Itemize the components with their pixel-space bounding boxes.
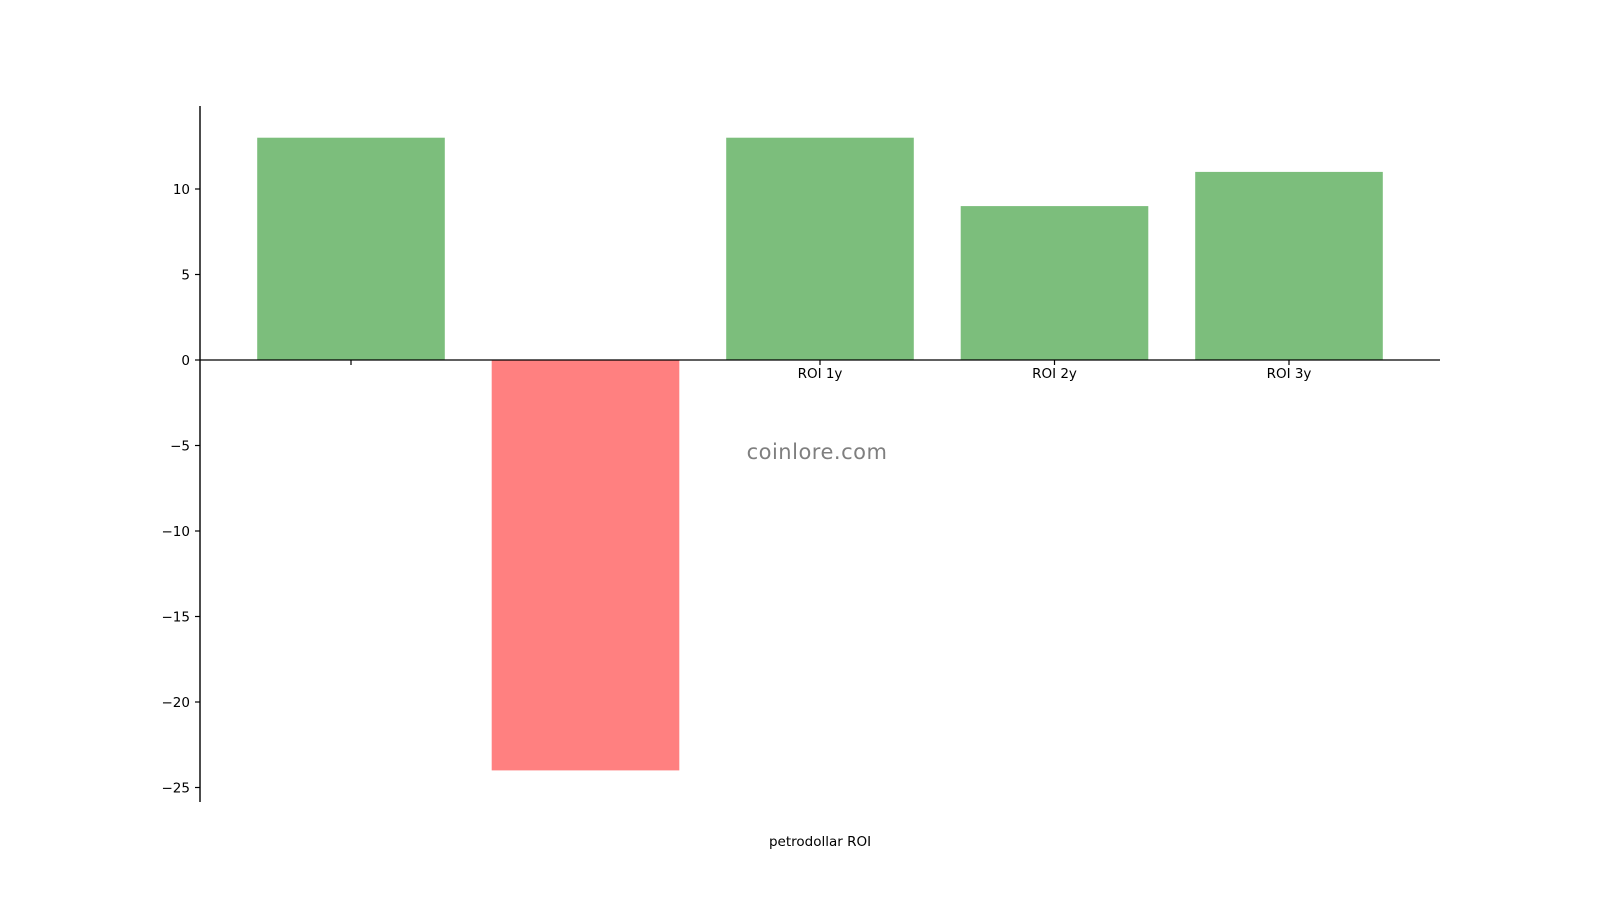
y-tick-label: −25 (162, 780, 191, 796)
bar-roi-3y (1195, 171, 1383, 360)
watermark-text: coinlore.com (746, 440, 888, 464)
y-tick-label: 10 (173, 182, 190, 198)
y-tick-label: −15 (162, 609, 191, 625)
x-tick-label: ROI 1y (798, 366, 843, 382)
bar-col-1 (257, 137, 445, 360)
y-tick-label: 0 (181, 353, 190, 369)
bar-col-2 (491, 360, 680, 771)
bar-roi-1y (726, 137, 914, 360)
x-tick-label: ROI 2y (1032, 366, 1077, 382)
y-tick-label: 5 (181, 267, 190, 283)
y-tick-label: −5 (170, 438, 190, 454)
x-tick-label: ROI 3y (1267, 366, 1312, 382)
x-axis-title: petrodollar ROI (768, 834, 872, 850)
y-tick-label: −10 (162, 524, 191, 540)
y-tick-label: −20 (162, 695, 191, 711)
bar-roi-2y (960, 206, 1149, 360)
